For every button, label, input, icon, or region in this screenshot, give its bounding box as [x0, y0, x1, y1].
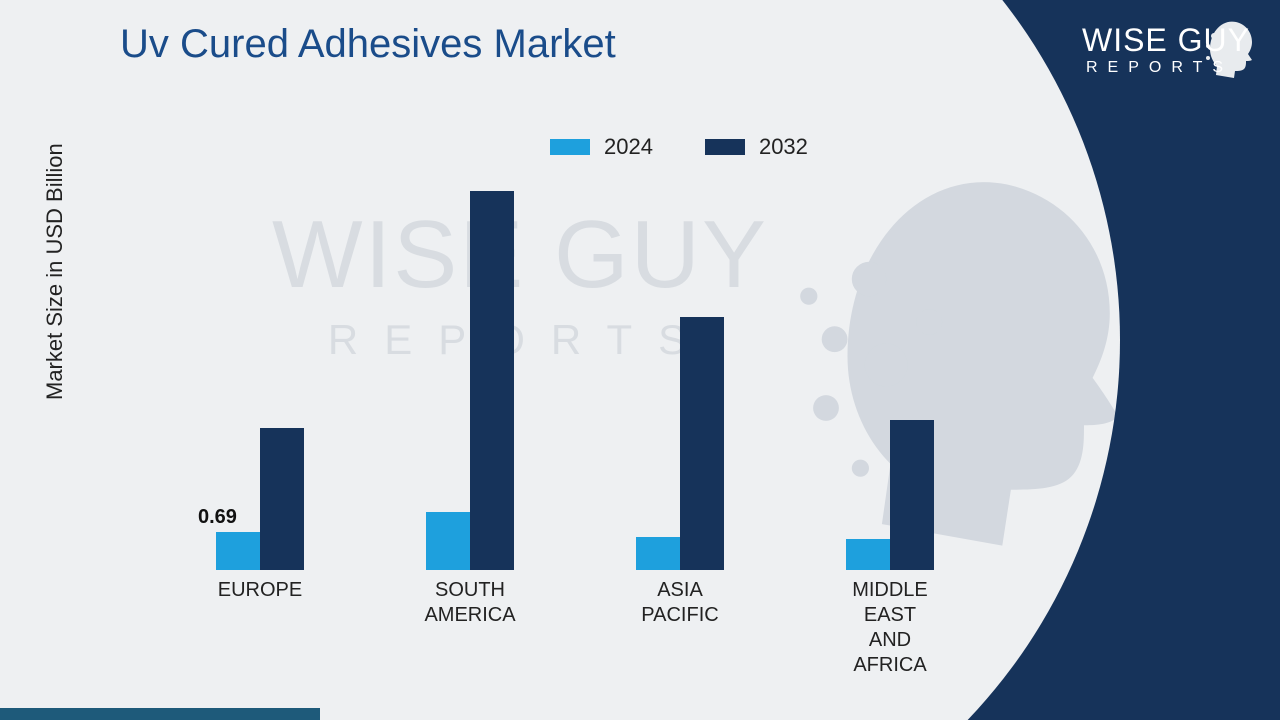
bar-2032 — [470, 191, 514, 570]
bar-group — [210, 428, 310, 570]
legend-label-2024: 2024 — [604, 134, 653, 160]
bottom-accent-bar — [0, 708, 320, 720]
brand-head-icon — [1196, 18, 1256, 78]
legend-swatch-2024 — [550, 139, 590, 155]
legend: 2024 2032 — [550, 134, 808, 160]
legend-item-2024: 2024 — [550, 134, 653, 160]
brand-logo: WISE GUY REPORTS — [1082, 22, 1250, 77]
legend-label-2032: 2032 — [759, 134, 808, 160]
category-label: EUROPE — [180, 578, 340, 603]
y-axis-label: Market Size in USD Billion — [42, 143, 68, 400]
plot-area — [150, 180, 990, 570]
bar-2032 — [260, 428, 304, 570]
bar-2032 — [680, 317, 724, 571]
bar-group — [630, 317, 730, 571]
bar-group — [840, 420, 940, 570]
bar-2024 — [636, 537, 680, 570]
chart-canvas: WISE GUY REPORTS Uv Cured Adhesives Mark… — [0, 0, 1280, 720]
bar-value-label: 0.69 — [198, 506, 237, 529]
bar-2024 — [426, 512, 470, 571]
bar-2024 — [846, 539, 890, 570]
chart-title: Uv Cured Adhesives Market — [120, 22, 616, 67]
legend-item-2032: 2032 — [705, 134, 808, 160]
category-label: SOUTHAMERICA — [390, 578, 550, 628]
bar-2032 — [890, 420, 934, 570]
bar-chart: Market Size in USD Billion 2024 2032 EUR… — [70, 130, 1010, 690]
bar-2024 — [216, 532, 260, 570]
bar-group — [420, 191, 520, 570]
category-label: ASIAPACIFIC — [600, 578, 760, 628]
category-label: MIDDLEEASTANDAFRICA — [810, 578, 970, 678]
legend-swatch-2032 — [705, 139, 745, 155]
